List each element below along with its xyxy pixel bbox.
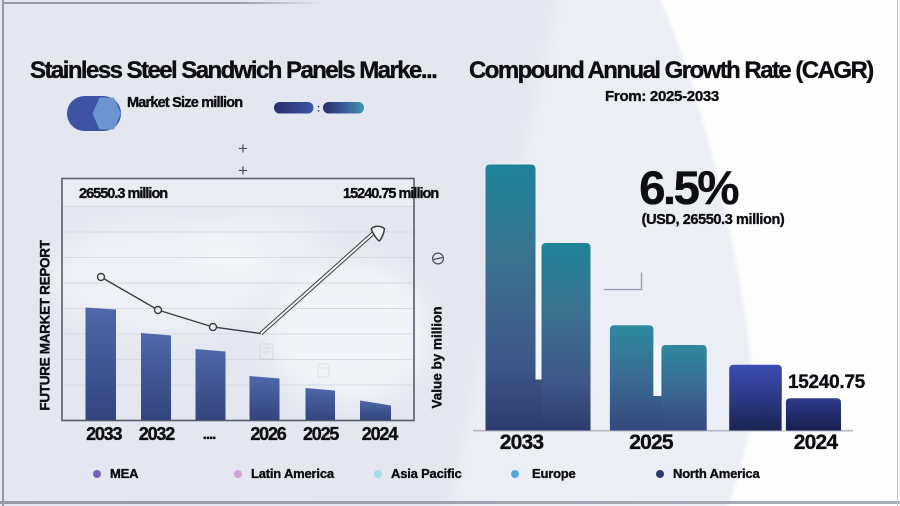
svg-text::: : <box>317 104 320 115</box>
